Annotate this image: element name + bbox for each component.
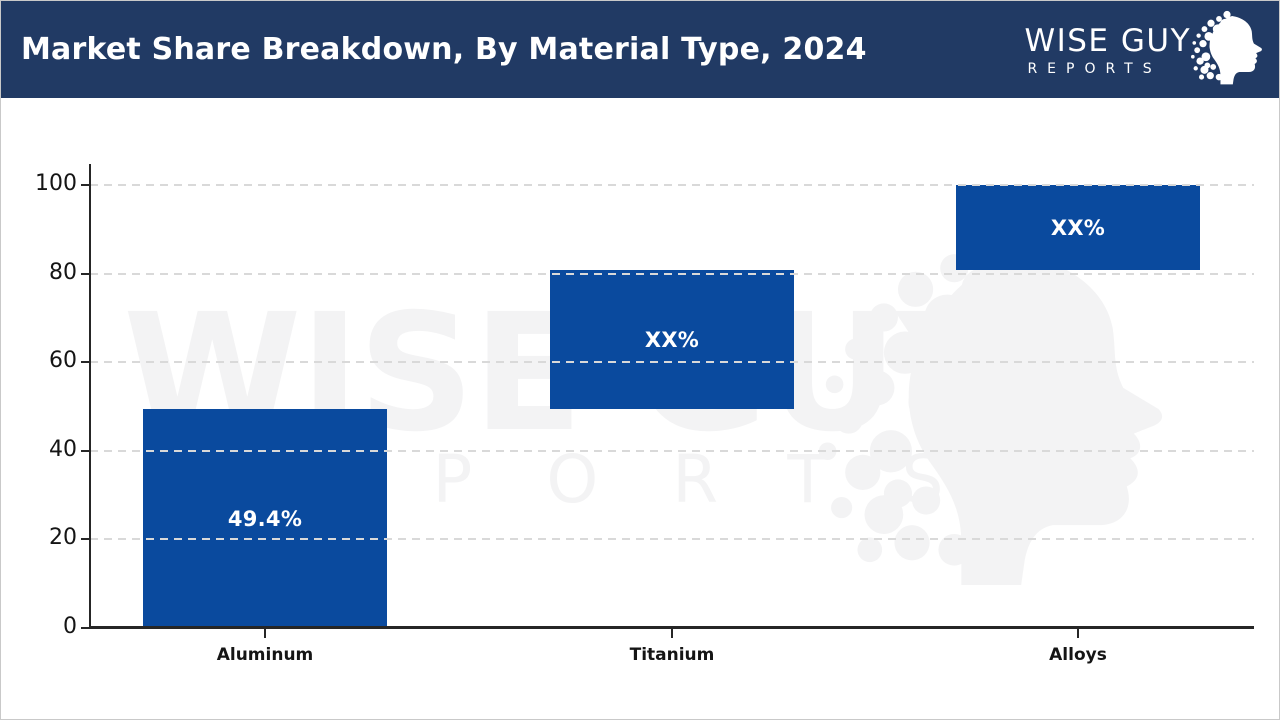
y-tick-label-20: 20: [49, 525, 77, 551]
y-axis-line: [89, 164, 91, 629]
y-tick-60: [81, 361, 89, 364]
x-category-label: Titanium: [629, 645, 715, 665]
brand-name: WISE GUY: [1024, 23, 1191, 59]
x-tick-alloys: [1077, 629, 1079, 638]
y-tick-100: [81, 184, 89, 186]
x-category-label: Aluminum: [216, 645, 314, 665]
gridline-60: [90, 361, 1254, 364]
gridline-40: [90, 449, 1254, 452]
bar-value-label: XX%: [1050, 215, 1106, 240]
bar-alloys: XX%: [956, 185, 1200, 271]
gridline-80: [90, 272, 1254, 275]
y-tick-label-80: 80: [49, 259, 77, 285]
bar-value-label: 49.4%: [227, 506, 303, 531]
x-category-label: Alloys: [1049, 645, 1107, 665]
brand-logo-text: WISE GUY REPORTS: [1024, 25, 1191, 77]
x-axis-line: [89, 626, 1254, 629]
y-tick-40: [81, 449, 89, 452]
y-tick-label-40: 40: [49, 436, 77, 462]
header-band: Market Share Breakdown, By Material Type…: [1, 1, 1279, 98]
bar-titanium: XX%: [550, 270, 794, 410]
x-tick-aluminum: [264, 629, 266, 638]
brand-head-icon: [1191, 10, 1262, 85]
gridline-20: [90, 538, 1254, 541]
y-tick-20: [81, 538, 89, 541]
page-title: Market Share Breakdown, By Material Type…: [21, 32, 867, 67]
bar-aluminum: 49.4%: [143, 409, 387, 628]
y-tick-0: [81, 627, 89, 629]
x-tick-titanium: [671, 629, 673, 638]
gridline-100: [90, 184, 1254, 186]
y-tick-80: [81, 272, 89, 275]
brand-subname: REPORTS: [1027, 60, 1162, 77]
brand-logo: WISE GUY REPORTS: [1024, 7, 1267, 89]
y-tick-label-60: 60: [49, 348, 77, 374]
bar-value-label: XX%: [644, 327, 700, 352]
y-tick-label-100: 100: [35, 171, 77, 196]
y-tick-label-0: 0: [63, 614, 77, 639]
